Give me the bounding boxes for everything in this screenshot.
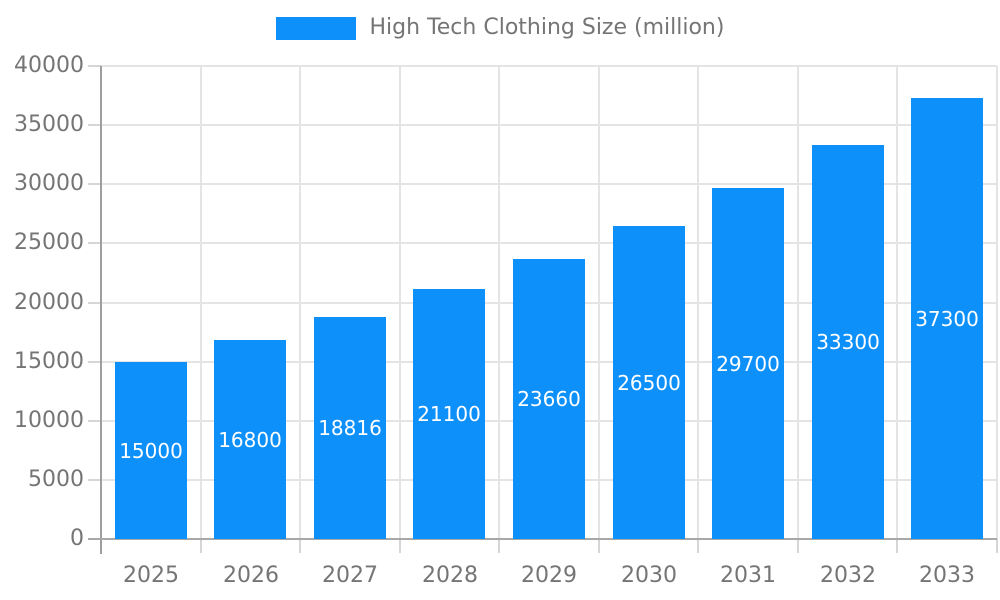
- bar[interactable]: 33300: [812, 145, 884, 539]
- x-gridline: [498, 66, 500, 539]
- bar-value-label: 29700: [716, 351, 780, 376]
- x-gridline: [697, 66, 699, 539]
- x-axis-tick-label: 2029: [521, 563, 577, 588]
- x-axis-tick-label: 2028: [422, 563, 478, 588]
- x-gridline: [299, 66, 301, 539]
- x-axis-tick-label: 2025: [123, 563, 179, 588]
- x-axis-tick: [598, 539, 600, 553]
- x-axis-tick-label: 2032: [820, 563, 876, 588]
- y-axis-tick: [88, 242, 101, 244]
- y-gridline: [101, 183, 997, 185]
- y-axis-tick: [88, 65, 101, 67]
- x-axis-tick: [498, 539, 500, 553]
- bar[interactable]: 21100: [413, 289, 485, 539]
- bar[interactable]: 37300: [911, 98, 983, 539]
- y-axis-line: [100, 66, 102, 554]
- y-axis-tick-label: 30000: [14, 171, 84, 196]
- y-axis-tick-label: 20000: [14, 290, 84, 315]
- y-axis-tick: [88, 183, 101, 185]
- x-axis-tick: [399, 539, 401, 553]
- y-axis-tick-label: 15000: [14, 349, 84, 374]
- bar[interactable]: 26500: [613, 226, 685, 539]
- bar[interactable]: 18816: [314, 317, 386, 539]
- x-axis-tick: [797, 539, 799, 553]
- y-axis-tick-label: 10000: [14, 408, 84, 433]
- x-axis-tick-label: 2031: [720, 563, 776, 588]
- legend-swatch-icon: [275, 16, 356, 40]
- x-gridline: [399, 66, 401, 539]
- y-gridline: [101, 124, 997, 126]
- x-axis-tick-label: 2030: [621, 563, 677, 588]
- y-axis-tick: [88, 302, 101, 304]
- y-axis-tick-label: 5000: [28, 467, 84, 492]
- legend[interactable]: High Tech Clothing Size (million): [0, 14, 1000, 42]
- x-axis-tick-label: 2027: [322, 563, 378, 588]
- x-gridline: [598, 66, 600, 539]
- x-axis-tick: [996, 539, 998, 553]
- legend-label: High Tech Clothing Size (million): [369, 15, 725, 40]
- bar[interactable]: 15000: [115, 362, 187, 539]
- y-axis-tick: [88, 361, 101, 363]
- bar[interactable]: 23660: [513, 259, 585, 539]
- bar-value-label: 21100: [417, 402, 481, 426]
- x-axis-baseline: [88, 538, 997, 540]
- bar-value-label: 18816: [318, 416, 382, 440]
- bar-value-label: 16800: [218, 427, 282, 452]
- x-axis-tick: [200, 539, 202, 553]
- x-axis-tick-label: 2033: [919, 563, 975, 588]
- y-axis-tick-label: 35000: [14, 112, 84, 137]
- y-axis-tick: [88, 124, 101, 126]
- bar-value-label: 33300: [816, 330, 880, 354]
- y-gridline: [101, 242, 997, 244]
- x-gridline: [797, 66, 799, 539]
- y-axis-tick-label: 25000: [14, 230, 84, 255]
- bar-value-label: 23660: [517, 387, 581, 411]
- x-axis-tick: [697, 539, 699, 553]
- y-axis-tick: [88, 420, 101, 422]
- x-gridline: [896, 66, 898, 539]
- x-axis-tick: [896, 539, 898, 553]
- bar[interactable]: 29700: [712, 188, 784, 539]
- x-gridline: [200, 66, 202, 539]
- x-axis-tick: [299, 539, 301, 553]
- bar[interactable]: 16800: [214, 340, 286, 539]
- bar-value-label: 26500: [617, 370, 681, 395]
- y-gridline: [101, 65, 997, 67]
- y-axis-tick: [88, 479, 101, 481]
- x-axis-tick-label: 2026: [223, 563, 279, 588]
- bar-value-label: 37300: [915, 306, 979, 331]
- y-axis-tick-label: 40000: [14, 53, 84, 78]
- y-axis-tick-label: 0: [70, 526, 84, 551]
- x-gridline: [996, 66, 998, 539]
- bar-value-label: 15000: [119, 438, 183, 463]
